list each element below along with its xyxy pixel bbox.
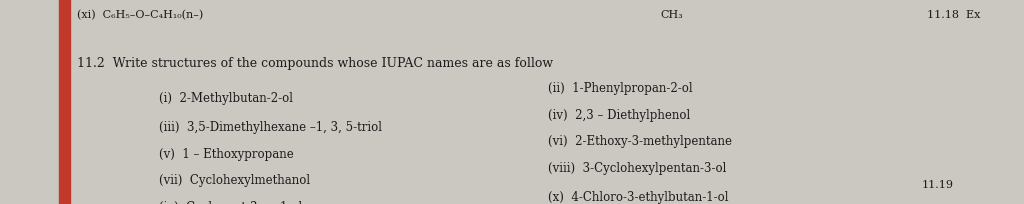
Text: (vi)  2-Ethoxy-3-methylpentane: (vi) 2-Ethoxy-3-methylpentane [548,135,732,147]
Text: (v)  1 – Ethoxypropane: (v) 1 – Ethoxypropane [159,147,294,160]
Text: (i)  2-Methylbutan-2-ol: (i) 2-Methylbutan-2-ol [159,92,293,105]
Text: (vii)  Cyclohexylmethanol: (vii) Cyclohexylmethanol [159,173,310,186]
Text: 11.2  Write structures of the compounds whose IUPAC names are as follow: 11.2 Write structures of the compounds w… [77,57,553,70]
Text: (iv)  2,3 – Diethylphenol: (iv) 2,3 – Diethylphenol [548,108,690,121]
Text: CH₃: CH₃ [660,10,683,20]
Text: 11.18  Ex: 11.18 Ex [927,10,980,20]
Bar [59,0,70,204]
Text: 11.19: 11.19 [922,180,953,190]
Text: (xi)  C₆H₅–O–C₄H₁₀(n–): (xi) C₆H₅–O–C₄H₁₀(n–) [77,10,203,20]
Text: (x)  4-Chloro-3-ethylbutan-1-ol: (x) 4-Chloro-3-ethylbutan-1-ol [548,190,728,203]
Text: (ix)  Cyclopent-3-en-1-ol: (ix) Cyclopent-3-en-1-ol [159,200,302,204]
Text: (ii)  1-Phenylpropan-2-ol: (ii) 1-Phenylpropan-2-ol [548,82,692,94]
Text: (viii)  3-Cyclohexylpentan-3-ol: (viii) 3-Cyclohexylpentan-3-ol [548,161,726,174]
Text: (iii)  3,5-Dimethylhexane –1, 3, 5-triol: (iii) 3,5-Dimethylhexane –1, 3, 5-triol [159,120,382,133]
